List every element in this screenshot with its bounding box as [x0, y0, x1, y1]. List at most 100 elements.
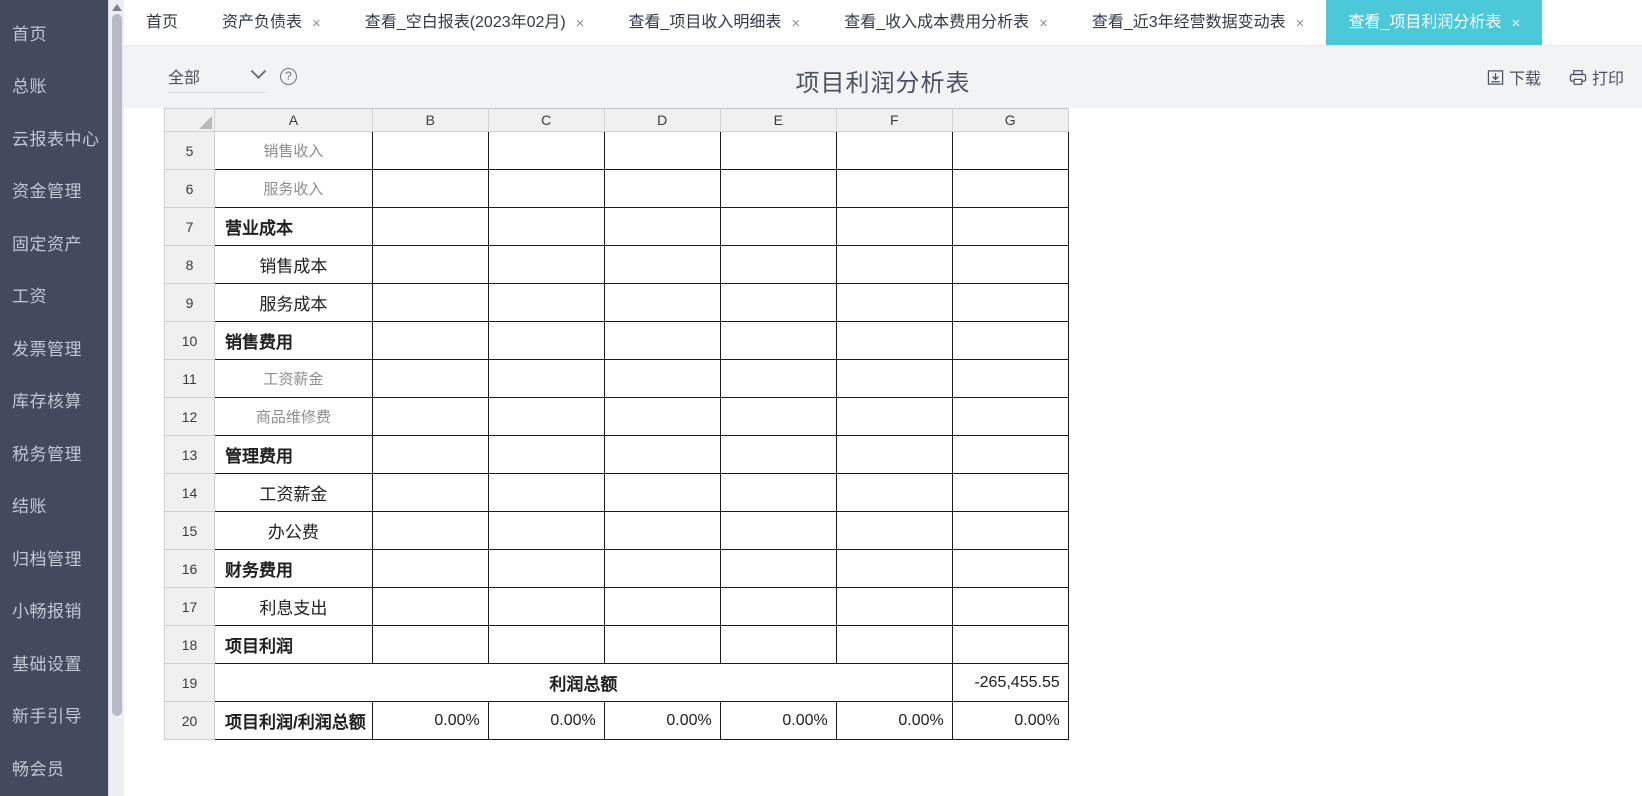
- cell-F5[interactable]: [835, 131, 953, 170]
- cell-B18[interactable]: [371, 625, 489, 664]
- cell-E17[interactable]: [719, 587, 837, 626]
- row-header-6[interactable]: 6: [164, 169, 215, 208]
- sidebar-item-14[interactable]: 畅会员: [0, 741, 124, 794]
- cell-E12[interactable]: [719, 397, 837, 436]
- tab-2[interactable]: 查看_空白报表(2023年02月) ×: [343, 0, 607, 45]
- cell-E13[interactable]: [719, 435, 837, 474]
- cell-E16[interactable]: [719, 549, 837, 588]
- cell-G18[interactable]: [951, 625, 1069, 664]
- row-header-10[interactable]: 10: [164, 321, 215, 360]
- column-header-E[interactable]: E: [719, 108, 837, 132]
- cell-C20[interactable]: 0.00%: [487, 701, 605, 740]
- cell-C12[interactable]: [487, 397, 605, 436]
- row-header-16[interactable]: 16: [164, 549, 215, 588]
- sidebar-item-12[interactable]: 基础设置: [0, 636, 124, 689]
- cell-F14[interactable]: [835, 473, 953, 512]
- cell-D18[interactable]: [603, 625, 721, 664]
- cell-F16[interactable]: [835, 549, 953, 588]
- cell-D14[interactable]: [603, 473, 721, 512]
- column-header-F[interactable]: F: [835, 108, 953, 132]
- cell-A10[interactable]: 销售费用: [214, 321, 373, 360]
- cell-A12[interactable]: 商品维修费: [214, 397, 373, 436]
- row-header-18[interactable]: 18: [164, 625, 215, 664]
- column-header-C[interactable]: C: [487, 108, 605, 132]
- row-header-17[interactable]: 17: [164, 587, 215, 626]
- cell-F7[interactable]: [835, 207, 953, 246]
- cell-F8[interactable]: [835, 245, 953, 284]
- cell-A18[interactable]: 项目利润: [214, 625, 373, 664]
- cell-C18[interactable]: [487, 625, 605, 664]
- cell-G13[interactable]: [951, 435, 1069, 474]
- cell-D5[interactable]: [603, 131, 721, 170]
- tab-4[interactable]: 查看_收入成本费用分析表 ×: [822, 0, 1070, 45]
- cell-D20[interactable]: 0.00%: [603, 701, 721, 740]
- cell-D17[interactable]: [603, 587, 721, 626]
- cell-D11[interactable]: [603, 359, 721, 398]
- cell-C10[interactable]: [487, 321, 605, 360]
- sidebar-item-7[interactable]: 库存核算: [0, 374, 124, 427]
- cell-E10[interactable]: [719, 321, 837, 360]
- cell-C17[interactable]: [487, 587, 605, 626]
- sidebar-item-13[interactable]: 新手引导: [0, 689, 124, 742]
- cell-D10[interactable]: [603, 321, 721, 360]
- cell-G15[interactable]: [951, 511, 1069, 550]
- sidebar-item-5[interactable]: 工资: [0, 269, 124, 322]
- sidebar-item-1[interactable]: 总账: [0, 59, 124, 112]
- row-header-15[interactable]: 15: [164, 511, 215, 550]
- cell-D6[interactable]: [603, 169, 721, 208]
- cell-G10[interactable]: [951, 321, 1069, 360]
- cell-A11[interactable]: 工资薪金: [214, 359, 373, 398]
- tab-close-icon[interactable]: ×: [791, 14, 801, 32]
- cell-G5[interactable]: [951, 131, 1069, 170]
- tab-1[interactable]: 资产负债表 ×: [200, 0, 343, 45]
- cell-E9[interactable]: [719, 283, 837, 322]
- sidebar-item-2[interactable]: 云报表中心: [0, 111, 124, 164]
- cell-C7[interactable]: [487, 207, 605, 246]
- tab-3[interactable]: 查看_项目收入明细表 ×: [607, 0, 823, 45]
- cell-B16[interactable]: [371, 549, 489, 588]
- column-header-B[interactable]: B: [371, 108, 489, 132]
- select-all-corner[interactable]: [164, 108, 215, 132]
- tab-close-icon[interactable]: ×: [1295, 14, 1305, 32]
- cell-G17[interactable]: [951, 587, 1069, 626]
- cell-B6[interactable]: [371, 169, 489, 208]
- row-header-14[interactable]: 14: [164, 473, 215, 512]
- period-select[interactable]: 全部: [168, 59, 267, 93]
- tab-close-icon[interactable]: ×: [575, 14, 585, 32]
- cell-A9[interactable]: 服务成本: [214, 283, 373, 322]
- cell-G11[interactable]: [951, 359, 1069, 398]
- cell-B10[interactable]: [371, 321, 489, 360]
- cell-B15[interactable]: [371, 511, 489, 550]
- cell-A17[interactable]: 利息支出: [214, 587, 373, 626]
- cell-F9[interactable]: [835, 283, 953, 322]
- sidebar-item-3[interactable]: 资金管理: [0, 164, 124, 217]
- sidebar-item-8[interactable]: 税务管理: [0, 426, 124, 479]
- tab-6[interactable]: 查看_项目利润分析表 ×: [1326, 0, 1543, 45]
- cell-D8[interactable]: [603, 245, 721, 284]
- cell-G12[interactable]: [951, 397, 1069, 436]
- cell-G6[interactable]: [951, 169, 1069, 208]
- help-icon[interactable]: ?: [280, 68, 297, 85]
- cell-B12[interactable]: [371, 397, 489, 436]
- cell-F13[interactable]: [835, 435, 953, 474]
- cell-E5[interactable]: [719, 131, 837, 170]
- cell-F6[interactable]: [835, 169, 953, 208]
- cell-G20[interactable]: 0.00%: [951, 701, 1069, 740]
- cell-B20[interactable]: 0.00%: [371, 701, 489, 740]
- row-header-9[interactable]: 9: [164, 283, 215, 322]
- cell-E18[interactable]: [719, 625, 837, 664]
- cell-A5[interactable]: 销售收入: [214, 131, 373, 170]
- cell-A20[interactable]: 项目利润/利润总额: [214, 701, 373, 740]
- cell-B5[interactable]: [371, 131, 489, 170]
- cell-A13[interactable]: 管理费用: [214, 435, 373, 474]
- cell-A6[interactable]: 服务收入: [214, 169, 373, 208]
- cell-E6[interactable]: [719, 169, 837, 208]
- tab-0[interactable]: 首页: [124, 0, 200, 45]
- cell-A14[interactable]: 工资薪金: [214, 473, 373, 512]
- cell-G8[interactable]: [951, 245, 1069, 284]
- tab-5[interactable]: 查看_近3年经营数据变动表 ×: [1070, 0, 1327, 45]
- cell-A15[interactable]: 办公费: [214, 511, 373, 550]
- cell-D7[interactable]: [603, 207, 721, 246]
- cell-C6[interactable]: [487, 169, 605, 208]
